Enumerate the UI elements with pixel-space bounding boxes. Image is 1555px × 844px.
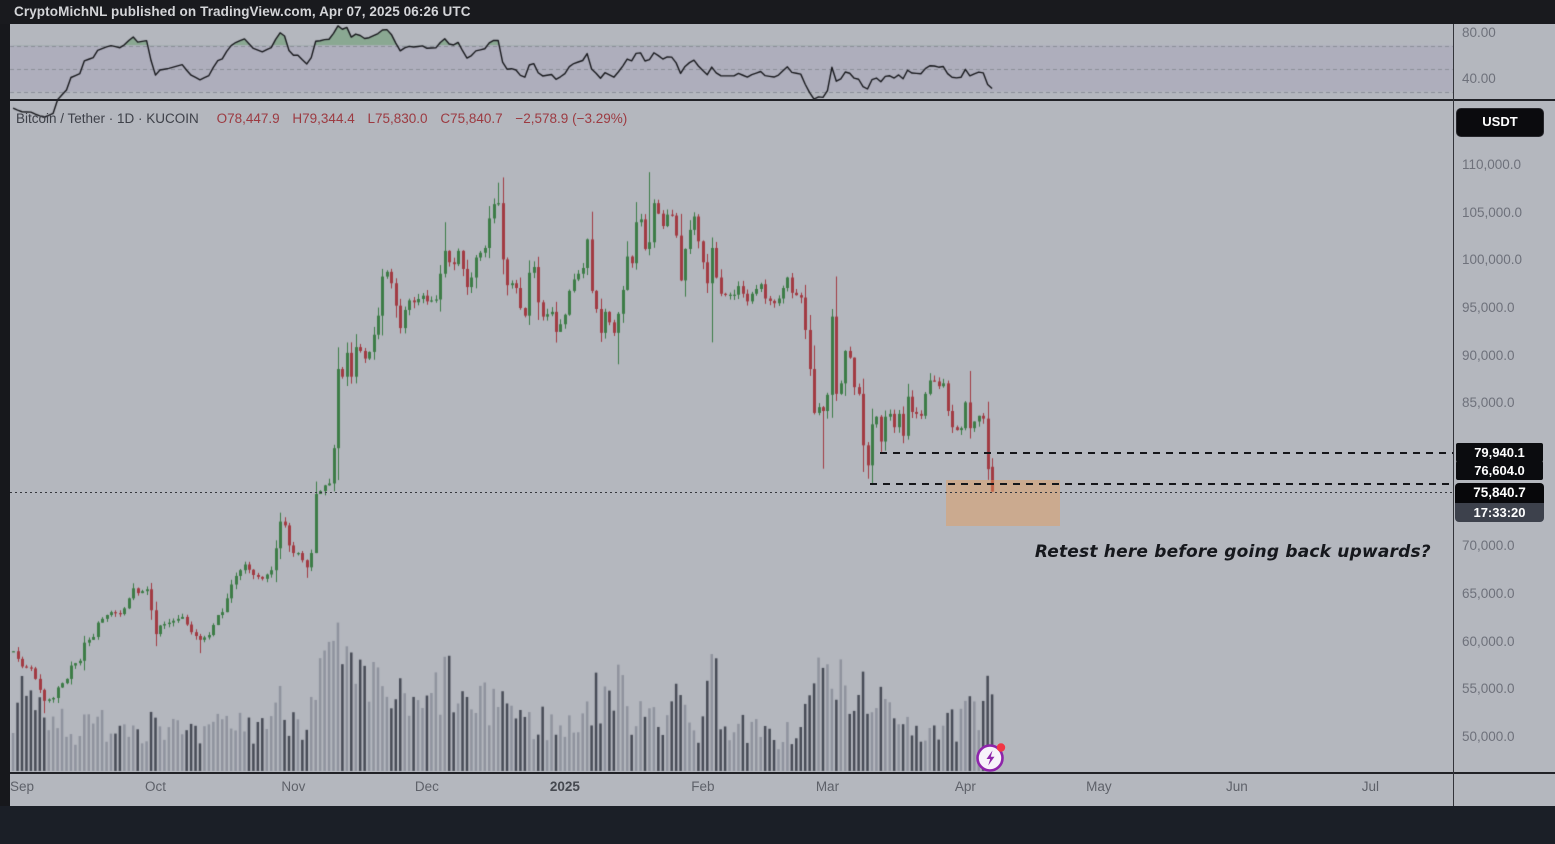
pane-separator [10,99,1555,101]
price-tick-label: 95,000.0 [1462,300,1515,315]
symbol-info-bar: Bitcoin / Tether · 1D · KUCOIN O78,447.9… [16,111,636,126]
price-tick-label: 90,000.0 [1462,347,1515,363]
time-tick-label: Oct [144,779,167,794]
bar-countdown: 17:33:20 [1455,503,1544,522]
flash-idea-icon[interactable] [973,739,1009,775]
publish-header-text: CryptoMichNL published on TradingView.co… [14,4,471,19]
price-tick-label: 50,000.0 [1462,729,1515,744]
price-tick-label: 70,000.0 [1462,538,1515,554]
last-price-value: 75,840.7 [1455,483,1544,503]
price-tick-label: 55,000.0 [1462,681,1515,697]
change-value: −2,578.9 (−3.29%) [515,111,628,126]
price-tick-label: 85,000.0 [1462,395,1515,411]
open-value: O78,447.9 [216,111,280,126]
symbol-title: Bitcoin / Tether · 1D · KUCOIN [16,111,199,126]
last-price-label: 75,840.7 17:33:20 [1455,483,1544,522]
footer-bar: TradingView [0,806,1555,844]
rsi-tick-label: 80.00 [1462,25,1496,40]
price-tick-label: 100,000.0 [1462,252,1523,268]
price-tick-label: 65,000.0 [1462,586,1515,601]
last-price-line [10,492,1453,493]
time-tick-label: Jul [1361,779,1379,794]
level-label-76604: 76,604.0 [1456,461,1543,480]
retest-zone-rectangle [945,480,1061,526]
support-line-76604 [870,483,1453,486]
time-axis-separator [10,772,1555,774]
lightning-bolt-icon [986,750,995,766]
close-value: C75,840.7 [440,111,503,126]
notification-dot [996,743,1006,752]
currency-toggle-button[interactable]: USDT [1456,108,1544,137]
time-tick-label: May [1086,779,1112,794]
time-tick-label: Jun [1225,779,1248,794]
price-tick-label: 60,000.0 [1462,633,1515,649]
price-axis-separator [1453,24,1454,806]
time-tick-label: Sep [9,779,35,794]
time-tick-label: Apr [954,779,976,794]
rsi-tick-label: 40.00 [1462,71,1496,86]
time-tick-label: Feb [691,779,715,794]
high-value: H79,344.4 [292,111,355,126]
level-label-79940: 79,940.1 [1456,443,1543,463]
time-tick-label: Dec [414,779,439,794]
publish-header-bar: CryptoMichNL published on TradingView.co… [0,0,1555,24]
left-margin-strip [0,24,10,806]
time-tick-label: 2025 [549,779,580,794]
annotation-text: Retest here before going back upwards? [1034,542,1431,563]
resistance-line-79940 [879,451,1453,454]
price-tick-label: 105,000.0 [1462,204,1523,220]
price-tick-label: 110,000.0 [1462,157,1522,172]
time-tick-label: Mar [815,779,840,794]
low-value: L75,830.0 [367,111,428,126]
time-tick-label: Nov [281,779,306,794]
